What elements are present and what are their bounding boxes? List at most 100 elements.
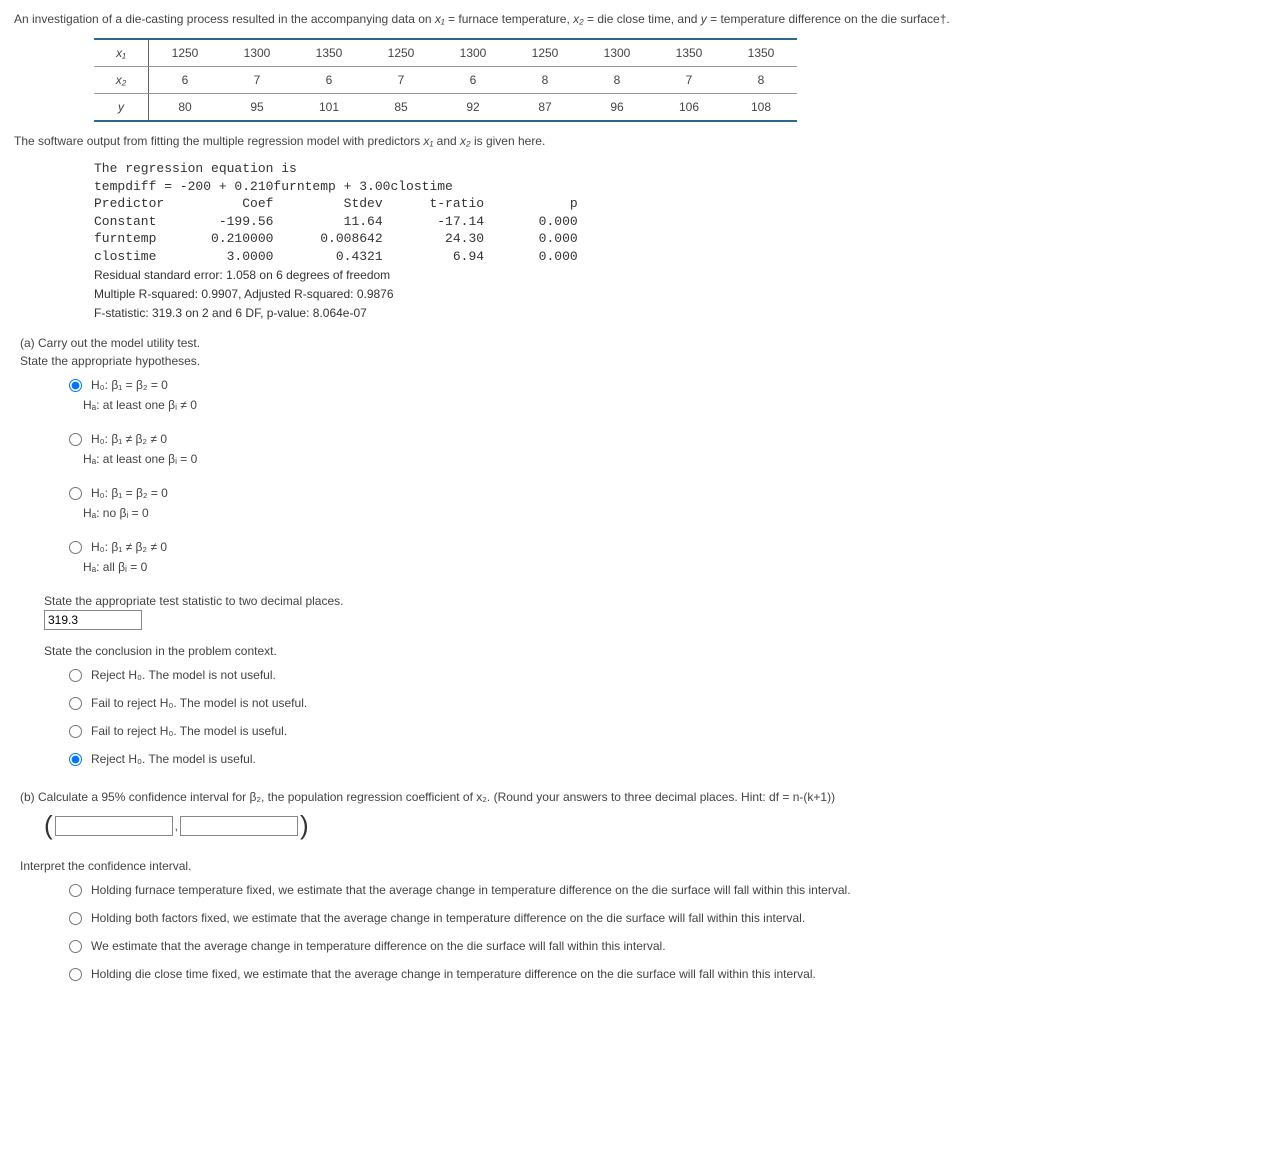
conclusion-option[interactable]: Reject H₀. The model is not useful. [64,666,1266,684]
x2-def: = die close time, and [584,12,701,26]
conclusion-radio[interactable] [69,725,82,738]
text: and [433,134,460,148]
cell: 106 [653,94,725,122]
cell: 1300 [437,39,509,67]
conclusion-option[interactable]: Fail to reject H₀. The model is useful. [64,722,1266,740]
conclusion-radio[interactable] [69,669,82,682]
regression-output: The regression equation is tempdiff = -2… [94,160,1266,265]
hypothesis-radio[interactable] [69,541,82,554]
part-a-prompt: (a) Carry out the model utility test. St… [20,334,1266,370]
cell: 1350 [293,39,365,67]
problem-intro: An investigation of a die-casting proces… [14,10,1266,28]
reg-line: furntemp 0.210000 0.008642 24.30 0.000 [94,231,578,246]
conclusion-option[interactable]: Fail to reject H₀. The model is not usef… [64,694,1266,712]
x1-def: = furnace temperature, [445,12,573,26]
cell: 8 [725,67,797,94]
h0-text: H₀: β₁ = β₂ = 0 [91,484,168,502]
interpret-radio[interactable] [69,912,82,925]
conclusion-text: Fail to reject H₀. The model is not usef… [91,694,307,712]
x2-sym: x₂ [460,134,471,148]
cell: 6 [149,67,222,94]
cell: 8 [509,67,581,94]
hypothesis-radio[interactable] [69,379,82,392]
reg-line: tempdiff = -200 + 0.210furntemp + 3.00cl… [94,179,453,194]
ha-text: Hₐ: at least one βᵢ ≠ 0 [83,396,1266,414]
text: The software output from fitting the mul… [14,134,424,148]
ci-upper-input[interactable] [180,816,298,836]
cell: 1250 [149,39,222,67]
reg-note: Residual standard error: 1.058 on 6 degr… [94,266,1266,284]
reg-line: Predictor Coef Stdev t-ratio p [94,196,578,211]
reg-line: clostime 3.0000 0.4321 6.94 0.000 [94,249,578,264]
cell: 6 [293,67,365,94]
reg-line: The regression equation is [94,161,297,176]
interpret-option[interactable]: Holding furnace temperature fixed, we es… [64,881,1266,899]
paren-close: ) [300,806,309,845]
hypothesis-option[interactable]: H₀: β₁ ≠ β₂ ≠ 0 [64,538,1266,556]
cell: 6 [437,67,509,94]
cell: 87 [509,94,581,122]
cell: 8 [581,67,653,94]
reg-note: Multiple R-squared: 0.9907, Adjusted R-s… [94,285,1266,303]
cell: 1250 [509,39,581,67]
data-table-container: x₁ 1250 1300 1350 1250 1300 1250 1300 13… [94,38,1266,122]
hypothesis-radio[interactable] [69,487,82,500]
row-label: y [94,94,149,122]
text: is given here. [471,134,546,148]
interpret-option[interactable]: Holding both factors fixed, we estimate … [64,909,1266,927]
interpret-option[interactable]: Holding die close time fixed, we estimat… [64,965,1266,983]
interpret-text: Holding die close time fixed, we estimat… [91,965,816,983]
conclusion-option[interactable]: Reject H₀. The model is useful. [64,750,1266,768]
part-a-q1: (a) Carry out the model utility test. [20,334,1266,352]
hypothesis-option[interactable]: H₀: β₁ ≠ β₂ ≠ 0 [64,430,1266,448]
part-b-prompt: (b) Calculate a 95% confidence interval … [20,788,1266,806]
interpret-radio[interactable] [69,884,82,897]
interpret-option[interactable]: We estimate that the average change in t… [64,937,1266,955]
cell: 1250 [365,39,437,67]
paren-open: ( [44,806,53,845]
hypothesis-option[interactable]: H₀: β₁ = β₂ = 0 [64,376,1266,394]
h0-text: H₀: β₁ ≠ β₂ ≠ 0 [91,430,167,448]
intro-prefix: An investigation of a die-casting proces… [14,12,435,26]
cell: 95 [221,94,293,122]
cell: 85 [365,94,437,122]
conclusion-radio-group: Reject H₀. The model is not useful. Fail… [64,666,1266,768]
row-label: x₁ [94,39,149,67]
interpret-radio[interactable] [69,940,82,953]
x1-symbol: x₁ [435,12,445,26]
software-output-intro: The software output from fitting the mul… [14,132,1266,150]
cell: 101 [293,94,365,122]
interpret-label: Interpret the confidence interval. [20,857,1266,875]
comma: , [175,817,178,835]
test-statistic-input[interactable] [44,610,142,630]
hypothesis-option[interactable]: H₀: β₁ = β₂ = 0 [64,484,1266,502]
conclusion-radio[interactable] [69,753,82,766]
cell: 1300 [581,39,653,67]
h0-text: H₀: β₁ = β₂ = 0 [91,376,168,394]
table-row: x₂ 6 7 6 7 6 8 8 7 8 [94,67,797,94]
interpret-text: Holding furnace temperature fixed, we es… [91,881,851,899]
test-statistic-label: State the appropriate test statistic to … [44,592,1266,610]
cell: 1350 [653,39,725,67]
cell: 96 [581,94,653,122]
row-label: x₂ [94,67,149,94]
interpret-radio-group: Holding furnace temperature fixed, we es… [64,881,1266,983]
cell: 92 [437,94,509,122]
ha-text: Hₐ: no βᵢ = 0 [83,504,1266,522]
conclusion-text: Fail to reject H₀. The model is useful. [91,722,287,740]
cell: 1300 [221,39,293,67]
hypothesis-radio[interactable] [69,433,82,446]
interpret-text: We estimate that the average change in t… [91,937,666,955]
x1-sym: x₁ [424,134,434,148]
reg-line: Constant -199.56 11.64 -17.14 0.000 [94,214,578,229]
interpret-radio[interactable] [69,968,82,981]
cell: 7 [653,67,725,94]
x2-symbol: x₂ [573,12,584,26]
interpret-text: Holding both factors fixed, we estimate … [91,909,805,927]
cell: 108 [725,94,797,122]
data-table: x₁ 1250 1300 1350 1250 1300 1250 1300 13… [94,38,797,122]
ci-lower-input[interactable] [55,816,173,836]
cell: 1350 [725,39,797,67]
hypotheses-radio-group: H₀: β₁ = β₂ = 0 Hₐ: at least one βᵢ ≠ 0 … [64,376,1266,576]
conclusion-radio[interactable] [69,697,82,710]
